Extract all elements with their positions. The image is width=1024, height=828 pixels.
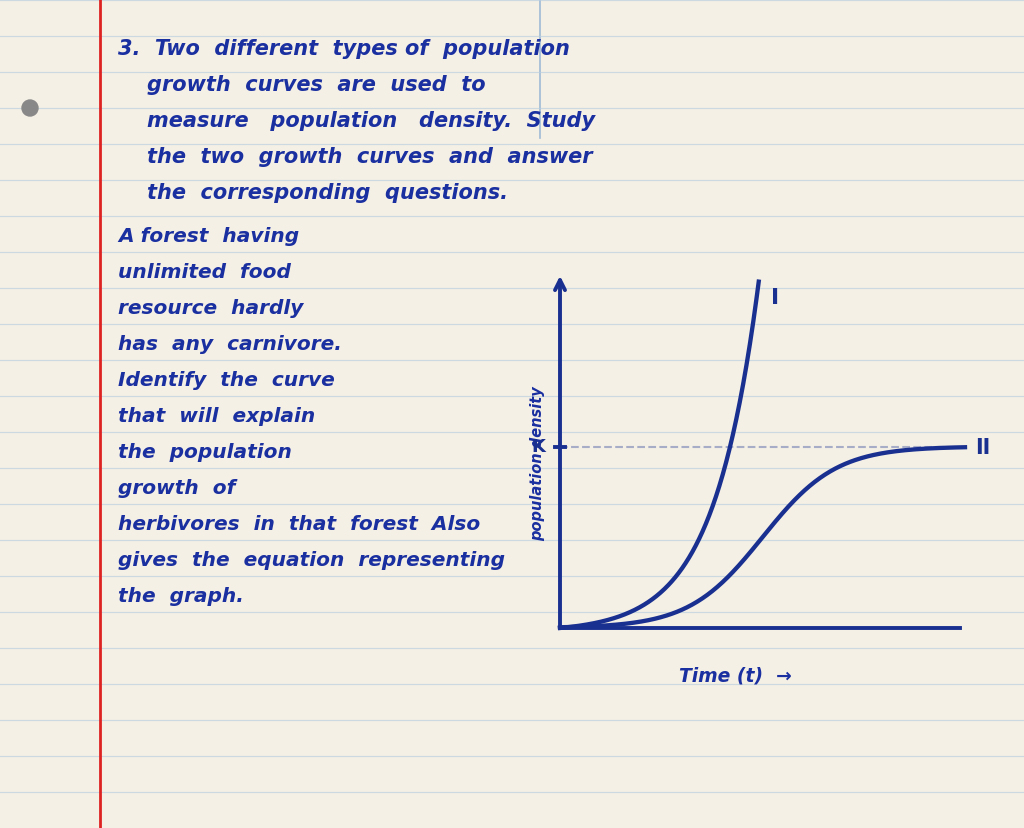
Text: the  corresponding  questions.: the corresponding questions. [118, 183, 508, 203]
Text: growth  curves  are  used  to: growth curves are used to [118, 75, 485, 95]
Circle shape [22, 101, 38, 117]
Text: that  will  explain: that will explain [118, 407, 315, 426]
Text: measure   population   density.  Study: measure population density. Study [118, 111, 595, 131]
Text: the  population: the population [118, 442, 292, 461]
Text: I: I [771, 287, 779, 307]
Text: has  any  carnivore.: has any carnivore. [118, 335, 342, 354]
Text: the  graph.: the graph. [118, 586, 244, 605]
Text: the  two  growth  curves  and  answer: the two growth curves and answer [118, 147, 593, 166]
Text: herbivores  in  that  forest  Also: herbivores in that forest Also [118, 514, 480, 533]
Text: K: K [531, 438, 545, 456]
Text: Time (t)  →: Time (t) → [679, 667, 792, 686]
Text: gives  the  equation  representing: gives the equation representing [118, 551, 505, 570]
Text: growth  of: growth of [118, 479, 236, 498]
Text: resource  hardly: resource hardly [118, 299, 303, 318]
Text: A forest  having: A forest having [118, 227, 299, 246]
Text: II: II [975, 438, 990, 458]
Text: population density: population density [530, 386, 546, 541]
Text: Identify  the  curve: Identify the curve [118, 371, 335, 389]
Text: 3.  Two  different  types of  population: 3. Two different types of population [118, 39, 570, 59]
Text: unlimited  food: unlimited food [118, 262, 291, 282]
